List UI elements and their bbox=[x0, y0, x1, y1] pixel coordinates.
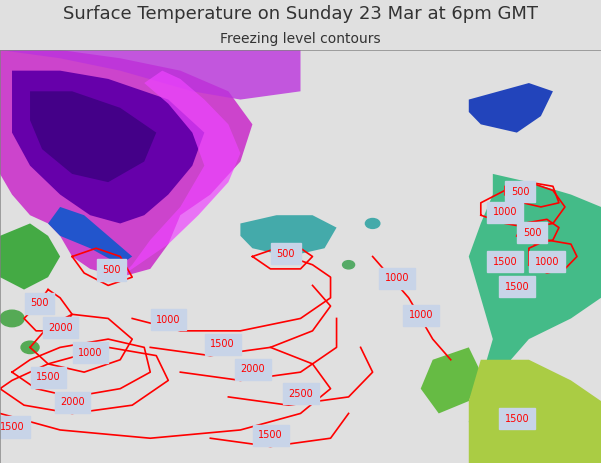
Text: 1500: 1500 bbox=[0, 422, 25, 432]
Text: 1500: 1500 bbox=[505, 282, 529, 292]
Text: 1500: 1500 bbox=[258, 430, 283, 440]
Text: 1500: 1500 bbox=[493, 257, 517, 267]
Polygon shape bbox=[469, 174, 601, 463]
Text: 500: 500 bbox=[102, 265, 121, 275]
Circle shape bbox=[21, 341, 39, 354]
Text: Freezing level contours: Freezing level contours bbox=[220, 32, 381, 46]
Polygon shape bbox=[0, 50, 252, 277]
Text: 500: 500 bbox=[523, 228, 542, 238]
Circle shape bbox=[365, 219, 380, 228]
Polygon shape bbox=[48, 207, 132, 265]
Text: Surface Temperature on Sunday 23 Mar at 6pm GMT: Surface Temperature on Sunday 23 Mar at … bbox=[63, 5, 538, 23]
Text: 1000: 1000 bbox=[78, 348, 103, 357]
Text: 2000: 2000 bbox=[60, 397, 85, 407]
Polygon shape bbox=[0, 50, 300, 100]
Polygon shape bbox=[120, 71, 240, 277]
Polygon shape bbox=[469, 360, 601, 463]
Circle shape bbox=[343, 261, 355, 269]
Polygon shape bbox=[240, 215, 337, 257]
Circle shape bbox=[0, 310, 24, 327]
Text: 1000: 1000 bbox=[156, 314, 181, 325]
Text: 1500: 1500 bbox=[505, 414, 529, 424]
Text: 500: 500 bbox=[276, 249, 295, 258]
Polygon shape bbox=[421, 347, 481, 413]
Polygon shape bbox=[469, 83, 553, 132]
Text: 500: 500 bbox=[30, 298, 49, 308]
Polygon shape bbox=[0, 224, 60, 289]
Text: 2500: 2500 bbox=[288, 389, 313, 399]
Text: 500: 500 bbox=[511, 187, 529, 197]
Text: 1000: 1000 bbox=[493, 207, 517, 217]
Text: 1500: 1500 bbox=[36, 372, 61, 382]
Text: 2000: 2000 bbox=[240, 364, 265, 374]
Text: 1000: 1000 bbox=[409, 311, 433, 320]
Text: 1000: 1000 bbox=[385, 273, 409, 283]
Polygon shape bbox=[30, 91, 156, 182]
Text: 1500: 1500 bbox=[210, 339, 235, 350]
Text: 1000: 1000 bbox=[535, 257, 560, 267]
Text: 2000: 2000 bbox=[48, 323, 73, 333]
Polygon shape bbox=[12, 71, 204, 224]
